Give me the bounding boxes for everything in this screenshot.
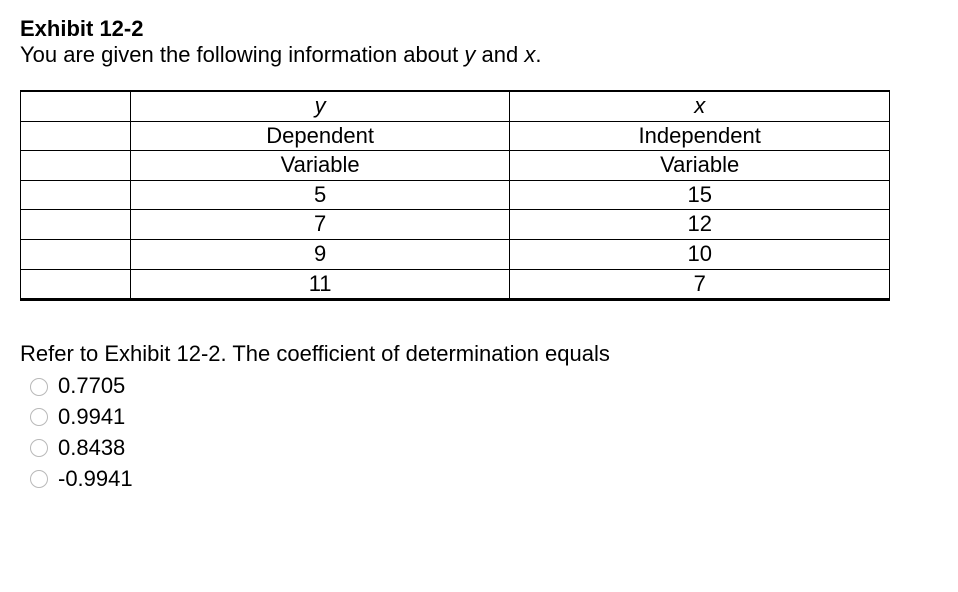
option-row[interactable]: 0.9941: [30, 402, 938, 433]
table-cell: 5: [130, 180, 510, 210]
table-cell: 9: [130, 239, 510, 269]
table-cell-blank: [21, 121, 131, 151]
table-subheader-y1: Dependent: [130, 121, 510, 151]
option-row[interactable]: 0.8438: [30, 433, 938, 464]
question-text: Refer to Exhibit 12-2. The coefficient o…: [20, 341, 938, 367]
radio-icon[interactable]: [30, 408, 48, 426]
intro-var-y: y: [464, 42, 475, 67]
table-cell: 7: [130, 210, 510, 240]
intro-suffix: .: [535, 42, 541, 67]
options-group: 0.7705 0.9941 0.8438 -0.9941: [30, 371, 938, 494]
table-cell: 7: [510, 269, 890, 300]
table-subheader-row: Variable Variable: [21, 151, 890, 181]
option-row[interactable]: -0.9941: [30, 464, 938, 495]
table-subheader-x2: Variable: [510, 151, 890, 181]
table-header-row: y x: [21, 91, 890, 121]
table-row: 5 15: [21, 180, 890, 210]
intro-prefix: You are given the following information …: [20, 42, 464, 67]
option-label: 0.9941: [58, 402, 125, 433]
radio-icon[interactable]: [30, 439, 48, 457]
table-cell: 10: [510, 239, 890, 269]
table-subheader-row: Dependent Independent: [21, 121, 890, 151]
table-subheader-x1: Independent: [510, 121, 890, 151]
table-row: 11 7: [21, 269, 890, 300]
table-row: 9 10: [21, 239, 890, 269]
option-label: 0.7705: [58, 371, 125, 402]
table-cell: 15: [510, 180, 890, 210]
option-row[interactable]: 0.7705: [30, 371, 938, 402]
table-row: 7 12: [21, 210, 890, 240]
table-cell: 12: [510, 210, 890, 240]
table-cell-blank: [21, 210, 131, 240]
intro-line: You are given the following information …: [20, 42, 938, 68]
table-cell-blank: [21, 151, 131, 181]
radio-icon[interactable]: [30, 470, 48, 488]
table-cell: 11: [130, 269, 510, 300]
intro-mid: and: [475, 42, 524, 67]
table-header-y: y: [130, 91, 510, 121]
table-header-x: x: [510, 91, 890, 121]
table-cell-blank: [21, 239, 131, 269]
exhibit-header: Exhibit 12-2 You are given the following…: [20, 16, 938, 68]
option-label: -0.9941: [58, 464, 133, 495]
intro-var-x: x: [524, 42, 535, 67]
table-cell-blank: [21, 269, 131, 300]
radio-icon[interactable]: [30, 378, 48, 396]
table-subheader-y2: Variable: [130, 151, 510, 181]
table-cell-blank: [21, 91, 131, 121]
exhibit-title: Exhibit 12-2: [20, 16, 938, 42]
data-table: y x Dependent Independent Variable Varia…: [20, 90, 890, 301]
option-label: 0.8438: [58, 433, 125, 464]
table-cell-blank: [21, 180, 131, 210]
